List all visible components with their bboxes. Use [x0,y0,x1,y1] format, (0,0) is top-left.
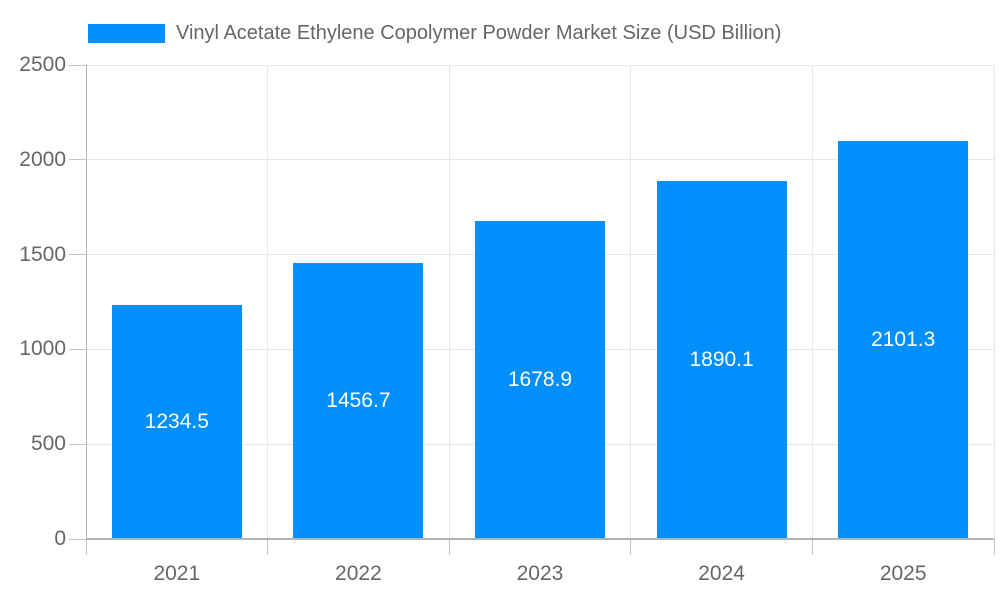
chart-legend: Vinyl Acetate Ethylene Copolymer Powder … [88,21,781,45]
bar-2022 [293,262,424,539]
x-axis-tick [85,539,87,555]
bar-value-label: 2101.3 [871,327,936,351]
y-axis-label: 500 [30,432,66,456]
x-axis-tick [993,539,995,555]
y-axis-tick [69,538,86,540]
legend-swatch [88,23,165,43]
gridline-vertical [993,65,995,539]
legend-label: Vinyl Acetate Ethylene Copolymer Powder … [176,21,782,44]
bar-2025 [838,140,969,539]
y-axis-label: 1500 [19,242,66,266]
y-axis-tick [69,159,86,161]
y-axis-label: 2000 [19,147,66,171]
x-axis-label: 2025 [879,562,927,585]
bar-2021 [111,304,242,539]
x-axis-tick [630,539,632,555]
x-axis-label: 2022 [335,562,382,585]
y-axis-line [86,65,87,539]
gridline-vertical [267,65,269,539]
y-axis-label: 1000 [19,337,66,361]
x-axis-tick [267,539,269,555]
y-axis-label: 0 [54,527,66,550]
x-axis-line [86,538,994,540]
gridline-vertical [630,65,632,539]
y-axis-tick [69,348,86,350]
bar-value-label: 1456.7 [326,388,391,412]
bar-value-label: 1234.5 [144,409,209,433]
bar-value-label: 1678.9 [507,367,573,391]
bar-value-label: 1890.1 [689,347,754,371]
bar-2023 [475,220,605,539]
y-axis-tick [69,64,86,66]
x-axis-label: 2021 [153,562,201,585]
x-axis-label: 2024 [698,562,745,585]
x-axis-tick [811,539,813,555]
y-axis-label: 2500 [19,53,66,76]
gridline-vertical [811,65,813,539]
gridline-vertical [448,65,450,539]
gridline-horizontal [86,159,994,161]
y-axis-tick [69,443,86,445]
y-axis-tick [69,254,86,256]
x-axis-tick [448,539,450,555]
bar-2024 [656,180,787,539]
gridline-horizontal [86,64,994,66]
x-axis-label: 2023 [516,562,564,585]
